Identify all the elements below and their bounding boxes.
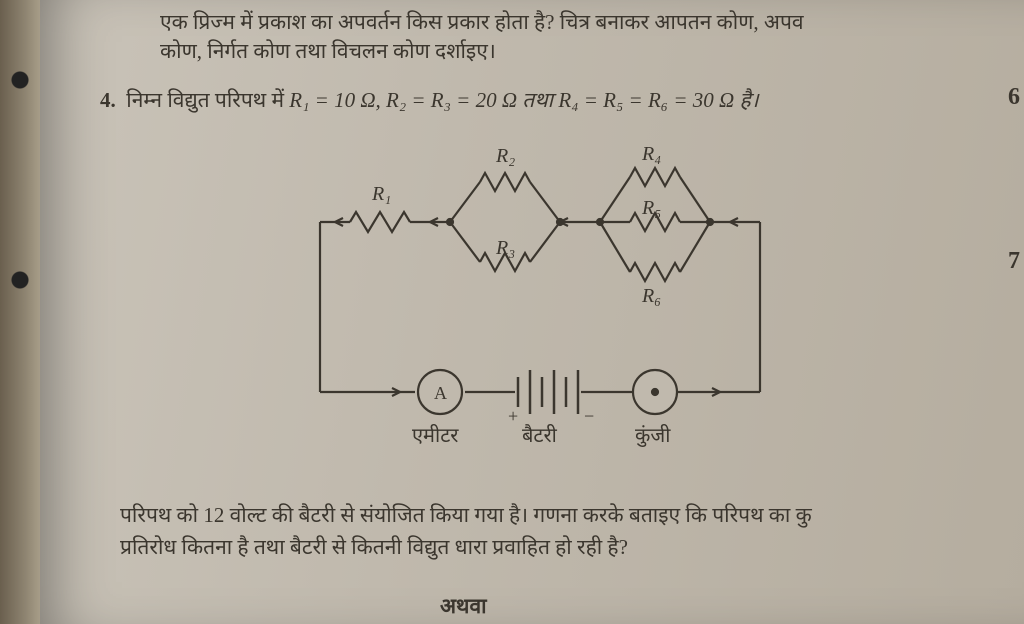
margin-mark-7: 7 (1008, 248, 1020, 275)
page-surface: एक प्रिज्म में प्रकाश का अपवर्तन किस प्र… (40, 0, 1024, 624)
athava-label: अथवा (440, 592, 487, 620)
label-R2: R₂ (495, 145, 515, 167)
ammeter-A: A (434, 383, 447, 403)
label-R3: R₃ (495, 237, 515, 259)
battery-label: बैटरी (522, 422, 558, 451)
bottom-line2: प्रतिरोध कितना है तथा बैटरी से कितनी विद… (120, 535, 628, 559)
label-R6: R₆ (641, 285, 661, 307)
q4-before: निम्न विद्युत परिपथ में (126, 88, 289, 112)
q3-line2: कोण, निर्गत कोण तथा विचलन कोण दर्शाइए। (160, 39, 496, 63)
question-4-text: 4. निम्न विद्युत परिपथ में R₁ = 10 Ω, R₂… (100, 86, 1020, 115)
q4-equation: R₁ = 10 Ω, R₂ = R₃ = 20 Ω तथा R₄ = R₅ = … (289, 88, 758, 112)
ammeter-label: एमीटर (412, 423, 459, 451)
q4-number: 4. (100, 88, 116, 112)
question-3-text: एक प्रिज्म में प्रकाश का अपवर्तन किस प्र… (160, 8, 1020, 67)
label-R5: R₅ (641, 197, 661, 219)
battery-minus: − (584, 406, 594, 426)
book-binding (0, 0, 40, 624)
label-R1: R₁ (371, 183, 391, 205)
key-label: कुंजी (635, 423, 671, 451)
margin-mark-6: 6 (1008, 84, 1020, 111)
label-R4: R₄ (641, 143, 661, 165)
circuit-diagram: R₁ R₂ R₃ R₄ R₅ R₆ A + − एमीटर बैटरी कुंज… (260, 122, 820, 452)
battery-plus: + (508, 406, 518, 426)
bottom-line1: परिपथ को 12 वोल्ट की बैटरी से संयोजित कि… (120, 503, 812, 527)
q3-line1: एक प्रिज्म में प्रकाश का अपवर्तन किस प्र… (160, 10, 804, 34)
question-4-body: परिपथ को 12 वोल्ट की बैटरी से संयोजित कि… (120, 500, 1024, 563)
